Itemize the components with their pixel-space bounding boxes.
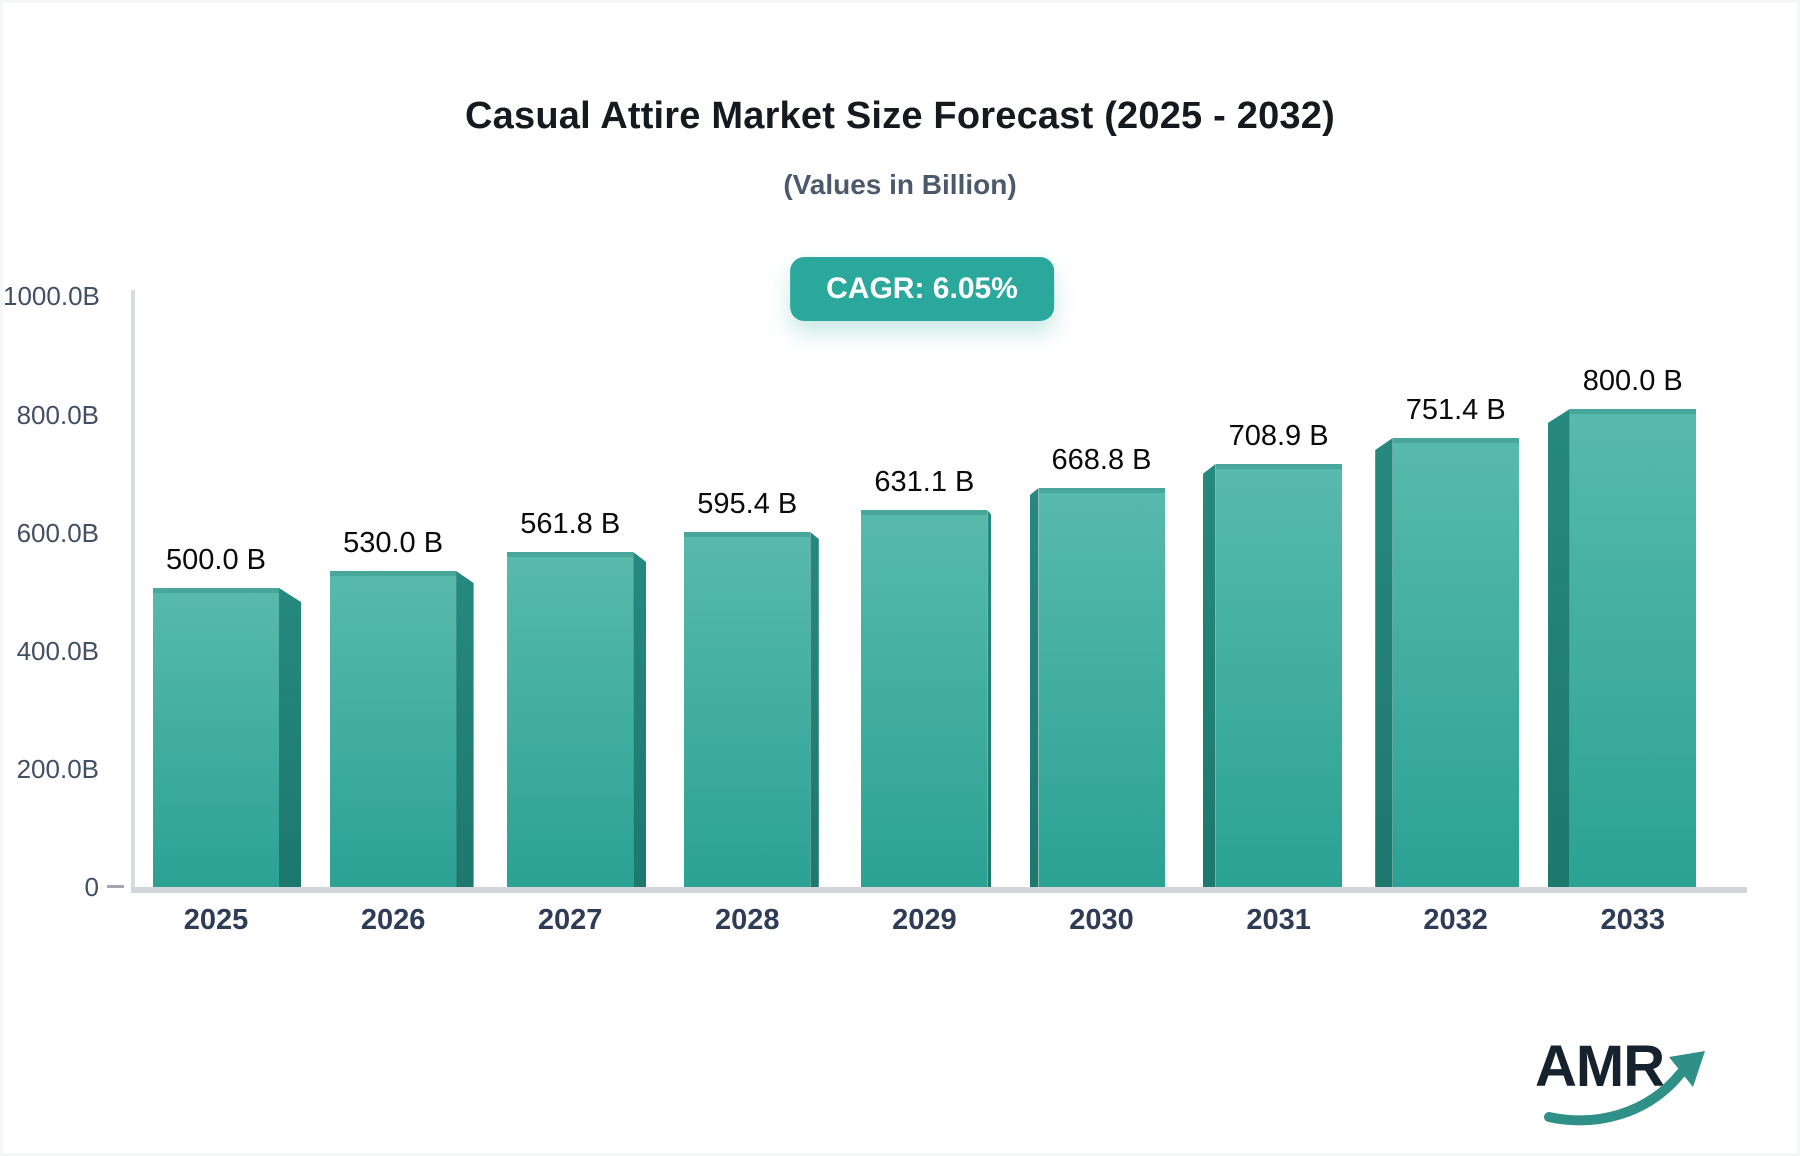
- y-axis-tick-label: 400.0B: [16, 635, 99, 666]
- x-axis-baseline: [131, 887, 1747, 893]
- chart-title: Casual Attire Market Size Forecast (2025…: [465, 95, 1335, 137]
- bar-value-label: 500.0 B: [166, 544, 266, 576]
- x-axis-category-label: 2030: [1069, 904, 1134, 936]
- bar-side-face: [1547, 409, 1570, 887]
- bar-2030: [1038, 488, 1165, 887]
- bar-side-face: [279, 588, 301, 887]
- x-axis-category-label: 2031: [1246, 904, 1311, 936]
- bar-2028: [684, 532, 811, 887]
- x-axis-category-label: 2028: [715, 904, 780, 936]
- bar-2026: [330, 571, 457, 887]
- growth-arrow-icon: [1544, 1051, 1705, 1126]
- bar-value-label: 668.8 B: [1051, 444, 1152, 476]
- bar-side-face: [1030, 488, 1039, 887]
- cagr-badge: CAGR: 6.05%: [790, 257, 1054, 321]
- bar-side-face: [633, 552, 647, 887]
- bar-2032: [1392, 438, 1519, 887]
- x-axis-category-label: 2026: [360, 904, 426, 936]
- bar-2025: [153, 588, 279, 887]
- y-axis-line: [131, 290, 135, 889]
- x-axis-category-label: 2027: [537, 904, 603, 936]
- chart-subtitle: (Values in Billion): [783, 169, 1017, 200]
- bar-2031: [1215, 464, 1342, 887]
- bar-2029: [861, 510, 988, 887]
- bar-side-face: [456, 571, 474, 887]
- y-axis-tick-label: 0: [84, 872, 99, 902]
- x-axis-category-label: 2029: [892, 904, 957, 936]
- bar-value-label: 530.0 B: [343, 527, 444, 559]
- bar-side-face: [1375, 438, 1393, 887]
- bar-value-label: 561.8 B: [520, 508, 621, 540]
- bar-side-face: [810, 532, 819, 887]
- bar-2033: [1569, 409, 1696, 887]
- x-axis-category-label: 2025: [183, 904, 249, 936]
- y-axis-tick-label: 200.0B: [16, 753, 99, 784]
- bar-2027: [507, 552, 634, 887]
- bar-value-label: 708.9 B: [1228, 420, 1329, 452]
- bar-side-face: [1202, 464, 1216, 887]
- brand-logo-text: AMR: [1535, 1034, 1665, 1099]
- x-axis-category-label: 2032: [1423, 904, 1488, 936]
- y-axis-tick-label: 1000.0B: [3, 281, 100, 312]
- brand-logo: AMR: [1525, 1033, 1755, 1133]
- zero-tick-mark: [107, 885, 124, 888]
- x-axis-category-label: 2033: [1600, 904, 1666, 936]
- bar-value-label: 800.0 B: [1582, 365, 1683, 397]
- bar-value-label: 631.1 B: [874, 466, 975, 498]
- bar-value-label: 751.4 B: [1405, 394, 1506, 426]
- y-axis-tick-label: 800.0B: [16, 399, 99, 430]
- y-axis-tick-label: 600.0B: [16, 517, 99, 548]
- bar-side-face: [987, 510, 992, 887]
- bar-value-label: 595.4 B: [697, 488, 798, 520]
